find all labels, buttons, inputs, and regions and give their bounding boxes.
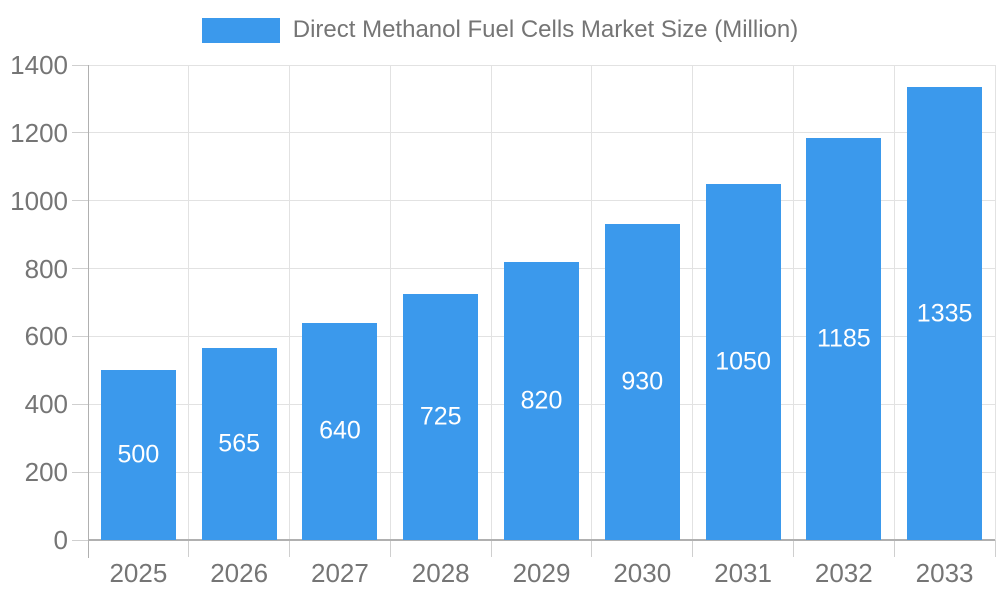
bar-value-label: 1185 xyxy=(816,324,871,353)
y-axis-tick-label: 600 xyxy=(24,321,68,352)
plot-area: 0 200 400 600 800 1000 1200 1400 500 2025 565 2026 6… xyxy=(10,51,996,588)
legend-swatch-icon xyxy=(201,17,280,43)
x-axis-category-label: 2032 xyxy=(814,558,873,588)
bar-value-label: 1335 xyxy=(916,299,973,328)
bar-value-label: 820 xyxy=(520,386,563,415)
y-axis-tick xyxy=(72,335,88,337)
x-axis-category-label: 2026 xyxy=(210,558,269,588)
y-axis-tick xyxy=(72,132,88,134)
gridline-horizontal xyxy=(88,132,995,134)
y-axis-tick-label: 400 xyxy=(24,389,68,420)
x-axis-category-label: 2029 xyxy=(512,558,571,588)
x-axis-tick xyxy=(893,540,895,557)
gridline-vertical xyxy=(188,65,190,540)
x-axis-category-label: 2030 xyxy=(613,558,672,588)
y-axis-tick-label: 1400 xyxy=(10,50,68,80)
bar: 725 xyxy=(403,294,479,540)
y-axis-line xyxy=(88,65,89,558)
bar: 500 xyxy=(100,370,176,540)
y-axis-tick-label: 0 xyxy=(53,525,68,555)
y-axis-tick xyxy=(72,539,88,541)
x-axis-tick xyxy=(591,540,593,557)
y-axis-tick-label: 1200 xyxy=(10,117,68,148)
bar-value-label: 1050 xyxy=(715,347,771,376)
legend[interactable]: Direct Methanol Fuel Cells Market Size (… xyxy=(0,15,1000,45)
y-axis-tick xyxy=(72,268,88,270)
bar-value-label: 640 xyxy=(319,416,361,445)
y-axis-tick-label: 800 xyxy=(24,253,68,284)
x-axis-category-label: 2033 xyxy=(915,558,974,588)
x-axis-tick xyxy=(792,540,794,557)
y-axis-tick-label: 200 xyxy=(24,457,68,488)
gridline-horizontal xyxy=(88,200,995,202)
gridline-vertical xyxy=(490,65,492,540)
legend-label: Direct Methanol Fuel Cells Market Size (… xyxy=(292,16,799,43)
x-axis-tick xyxy=(692,540,694,557)
bar: 565 xyxy=(201,348,277,540)
y-axis-tick xyxy=(72,64,88,66)
x-axis-category-label: 2025 xyxy=(109,558,168,588)
gridline-horizontal xyxy=(88,64,995,66)
x-axis-category-label: 2031 xyxy=(714,558,772,588)
gridline-vertical xyxy=(994,65,996,540)
bar: 820 xyxy=(504,261,579,540)
gridline-vertical xyxy=(289,65,291,540)
gridline-vertical xyxy=(792,65,794,540)
bar: 1050 xyxy=(705,183,781,540)
bar: 1185 xyxy=(806,137,882,540)
gridline-vertical xyxy=(893,65,895,540)
gridline-vertical xyxy=(389,65,391,540)
bar-value-label: 565 xyxy=(218,429,261,458)
bar: 1335 xyxy=(907,87,983,540)
x-axis-tick xyxy=(490,540,492,557)
bar-value-label: 500 xyxy=(117,440,160,469)
x-axis-tick xyxy=(994,540,996,557)
x-axis-tick xyxy=(389,540,391,557)
y-axis-tick xyxy=(72,200,88,202)
bar-value-label: 930 xyxy=(621,367,664,396)
bar-value-label: 725 xyxy=(419,402,462,431)
x-axis-tick xyxy=(289,540,291,557)
x-axis-category-label: 2027 xyxy=(311,558,369,588)
gridline-vertical xyxy=(692,65,694,540)
bar: 930 xyxy=(604,224,680,540)
y-axis-tick xyxy=(72,471,88,473)
gridline-vertical xyxy=(591,65,593,540)
bar: 640 xyxy=(302,322,378,540)
x-axis-category-label: 2028 xyxy=(411,558,470,588)
y-axis-tick-label: 1000 xyxy=(10,185,68,216)
x-axis-tick xyxy=(188,540,190,557)
y-axis-tick xyxy=(72,403,88,405)
